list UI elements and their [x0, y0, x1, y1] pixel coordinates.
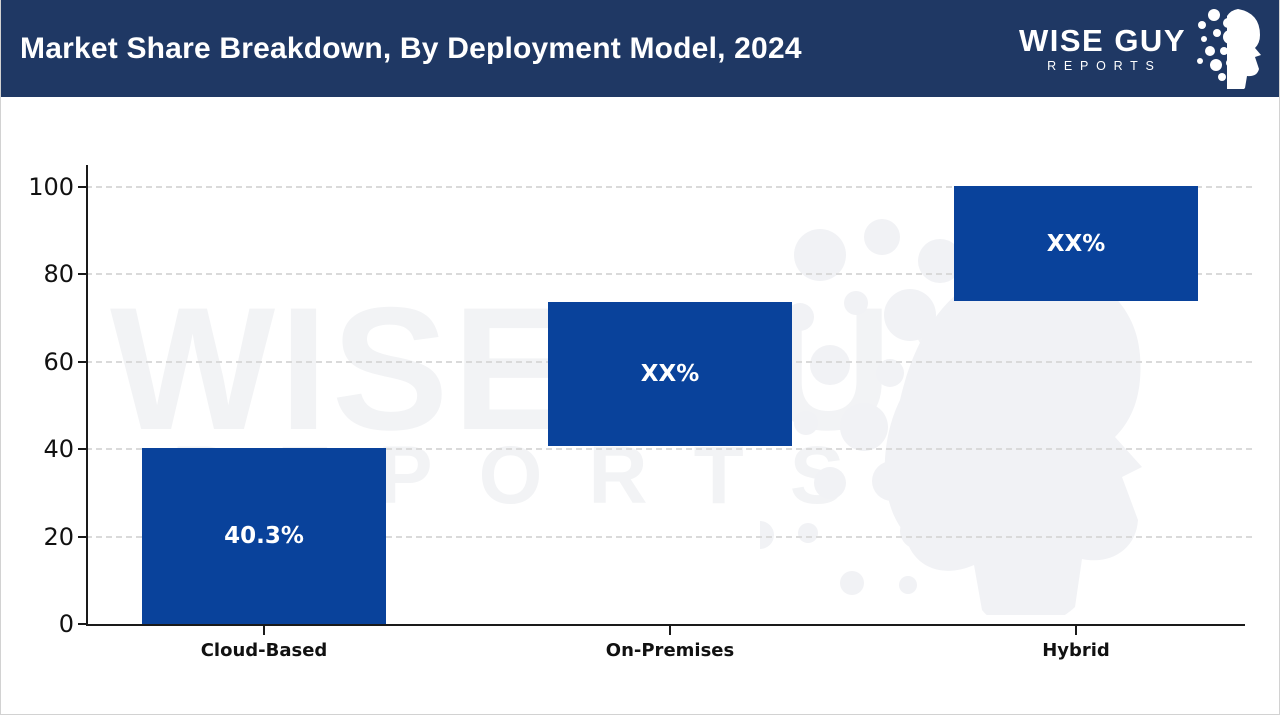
gridline	[86, 448, 1252, 451]
y-tick-label: 40	[43, 435, 74, 464]
page-title: Market Share Breakdown, By Deployment Mo…	[20, 31, 802, 65]
bar-hybrid	[954, 186, 1198, 302]
y-axis-tick	[78, 360, 86, 363]
bar-value-label: XX%	[1046, 230, 1106, 257]
x-category-label: Hybrid	[1042, 640, 1110, 661]
y-tick-label: 80	[43, 260, 74, 289]
y-axis-tick	[78, 535, 86, 538]
y-tick-label: 60	[43, 347, 74, 376]
bar-value-label: 40.3%	[224, 522, 304, 549]
logo-text: WISE GUY REPORTS	[1019, 25, 1186, 73]
dotted-head-logo-icon	[1188, 3, 1266, 94]
x-axis-tick	[263, 626, 265, 635]
x-axis-line	[86, 624, 1245, 626]
y-tick-label: 20	[43, 522, 74, 551]
y-tick-label: 0	[58, 610, 74, 638]
x-category-label: Cloud-Based	[200, 640, 328, 661]
y-axis-tick	[78, 623, 86, 625]
gridline	[86, 273, 1252, 276]
x-category-label: On-Premises	[605, 640, 735, 661]
bar-cloud-based	[142, 447, 386, 624]
y-axis-tick	[78, 273, 86, 276]
gridline	[86, 535, 1252, 538]
bar-on-premises	[548, 301, 792, 447]
y-axis-tick	[78, 448, 86, 451]
gridline	[86, 186, 1252, 188]
header-bar: Market Share Breakdown, By Deployment Mo…	[0, 0, 1280, 97]
wise-guy-reports-logo: WISE GUY REPORTS	[1019, 3, 1266, 94]
logo-wordmark: WISE GUY	[1018, 22, 1186, 58]
y-axis-tick	[78, 186, 86, 188]
logo-subtitle: REPORTS	[1047, 58, 1162, 73]
y-tick-label: 100	[28, 173, 74, 201]
x-axis-tick	[1075, 626, 1077, 635]
x-axis-tick	[669, 626, 671, 635]
y-axis-line	[86, 165, 88, 626]
bar-value-label: XX%	[640, 361, 700, 388]
